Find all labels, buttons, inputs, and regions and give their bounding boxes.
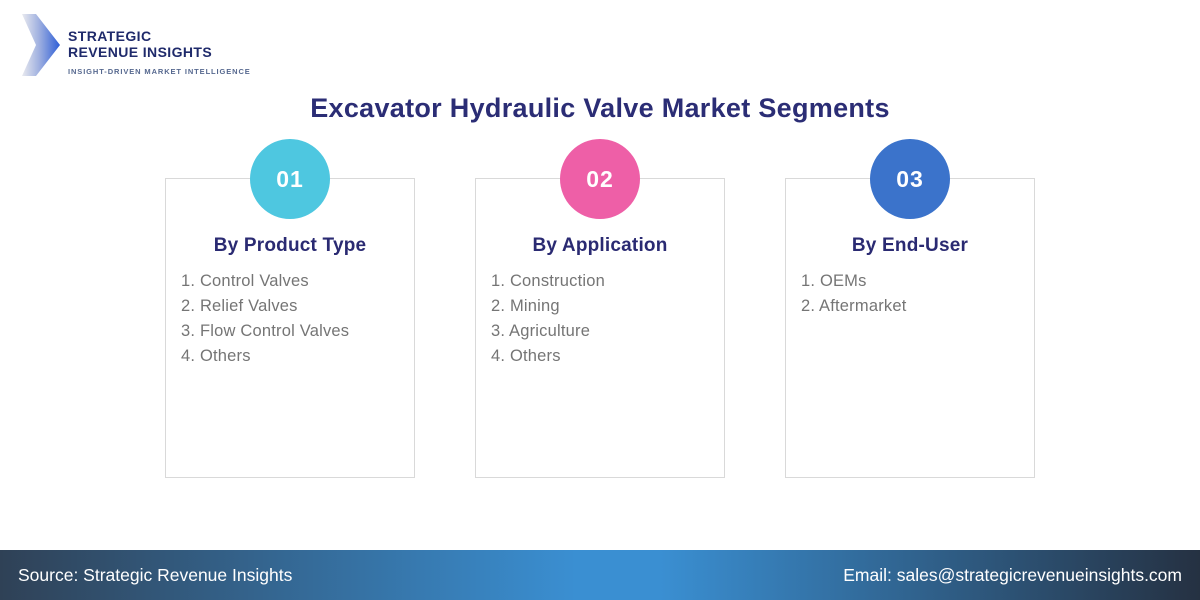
badge-02: 02 xyxy=(560,139,640,219)
footer-bar: Source: Strategic Revenue Insights Email… xyxy=(0,550,1200,600)
logo-line-1: STRATEGIC xyxy=(68,28,152,44)
card-list: 1. Control Valves 2. Relief Valves 3. Fl… xyxy=(166,269,414,369)
list-item: 4. Others xyxy=(491,347,561,365)
footer-email-text: Email: sales@strategicrevenueinsights.co… xyxy=(843,564,1182,585)
badge-03: 03 xyxy=(870,139,950,219)
chevron-arrow-icon xyxy=(22,14,60,76)
card-heading: By Product Type xyxy=(213,235,367,256)
list-item: 2. Mining xyxy=(491,297,560,315)
list-item: 1. Construction xyxy=(491,272,605,290)
logo-text: STRATEGIC REVENUE INSIGHTS INSIGHT-DRIVE… xyxy=(68,14,251,76)
badge-01: 01 xyxy=(250,139,330,219)
list-item: 1. Control Valves xyxy=(181,272,309,290)
logo-line-2: REVENUE INSIGHTS xyxy=(68,44,213,60)
card-heading: By End-User xyxy=(851,235,969,256)
segment-cards-row: 01 By Product Type 1. Control Valves 2. … xyxy=(165,139,1035,478)
list-item: 4. Others xyxy=(181,347,251,365)
list-item: 2. Aftermarket xyxy=(801,297,907,315)
card-list: 1. Construction 2. Mining 3. Agriculture… xyxy=(476,269,724,369)
list-item: 1. OEMs xyxy=(801,272,867,290)
list-item: 3. Agriculture xyxy=(491,322,591,340)
company-logo: STRATEGIC REVENUE INSIGHTS INSIGHT-DRIVE… xyxy=(14,14,251,76)
list-item: 3. Flow Control Valves xyxy=(181,322,350,340)
list-item: 2. Relief Valves xyxy=(181,297,298,315)
card-by-end-user: 03 By End-User 1. OEMs 2. Aftermarket xyxy=(785,139,1035,478)
card-list: 1. OEMs 2. Aftermarket xyxy=(786,269,1034,319)
card-by-application: 02 By Application 1. Construction 2. Min… xyxy=(475,139,725,478)
page-title: Excavator Hydraulic Valve Market Segment… xyxy=(310,93,890,123)
logo-tagline: INSIGHT-DRIVEN MARKET INTELLIGENCE xyxy=(68,67,251,76)
card-heading: By Application xyxy=(532,235,668,256)
footer-source-text: Source: Strategic Revenue Insights xyxy=(18,564,293,585)
card-by-product-type: 01 By Product Type 1. Control Valves 2. … xyxy=(165,139,415,478)
